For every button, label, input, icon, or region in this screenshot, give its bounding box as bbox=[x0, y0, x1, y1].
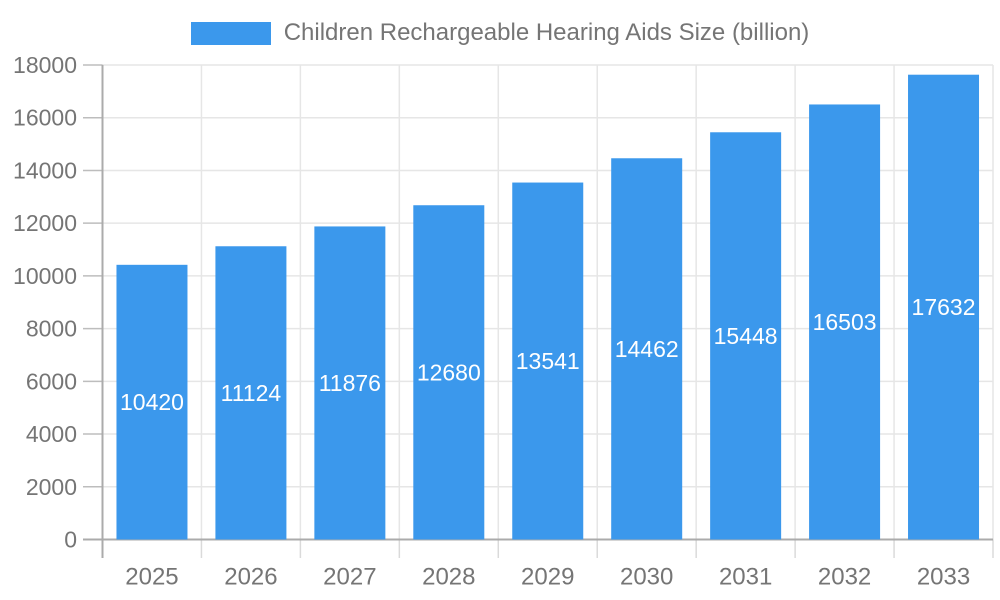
bar-2032[interactable] bbox=[809, 104, 881, 540]
y-tick-label: 16000 bbox=[13, 105, 77, 131]
bar-2031[interactable] bbox=[710, 132, 782, 540]
y-tick-label: 18000 bbox=[13, 52, 77, 78]
bar-2028[interactable] bbox=[413, 205, 485, 540]
bar-2027[interactable] bbox=[314, 226, 386, 540]
bar-2026[interactable] bbox=[215, 246, 287, 540]
bar-value-label: 15448 bbox=[714, 323, 778, 349]
y-tick-label: 6000 bbox=[26, 368, 77, 394]
bar-value-label: 10420 bbox=[120, 389, 184, 415]
bar-2029[interactable] bbox=[512, 182, 584, 540]
bar-2030[interactable] bbox=[611, 158, 683, 540]
x-tick-label: 2031 bbox=[719, 564, 772, 591]
y-tick-label: 8000 bbox=[26, 316, 77, 342]
legend[interactable]: Children Rechargeable Hearing Aids Size … bbox=[0, 19, 1000, 46]
y-tick-label: 4000 bbox=[26, 421, 77, 447]
bar-value-label: 12680 bbox=[417, 359, 481, 385]
bar-value-label: 16503 bbox=[813, 309, 877, 335]
x-tick-label: 2029 bbox=[521, 564, 574, 591]
bar-2025[interactable] bbox=[116, 264, 188, 540]
y-tick-label: 2000 bbox=[26, 474, 77, 500]
bar-value-label: 13541 bbox=[516, 348, 580, 374]
x-tick-label: 2033 bbox=[917, 564, 970, 591]
y-tick-label: 10000 bbox=[13, 263, 77, 289]
legend-swatch[interactable] bbox=[190, 21, 271, 45]
y-tick-label: 0 bbox=[64, 527, 77, 553]
bar-value-label: 11124 bbox=[221, 380, 282, 406]
bar-value-label: 11876 bbox=[319, 370, 381, 396]
x-tick-label: 2028 bbox=[422, 564, 475, 591]
x-tick-label: 2027 bbox=[323, 564, 376, 591]
x-tick-label: 2030 bbox=[620, 564, 673, 591]
x-tick-label: 2032 bbox=[818, 564, 871, 591]
bar-value-label: 17632 bbox=[912, 294, 976, 320]
bar-2033[interactable] bbox=[908, 74, 980, 540]
bar-value-label: 14462 bbox=[615, 336, 679, 362]
x-tick-label: 2026 bbox=[224, 564, 277, 591]
y-tick-label: 14000 bbox=[13, 157, 77, 183]
x-tick-label: 2025 bbox=[125, 564, 178, 591]
legend-label: Children Rechargeable Hearing Aids Size … bbox=[283, 19, 810, 46]
y-tick-label: 12000 bbox=[13, 210, 77, 236]
